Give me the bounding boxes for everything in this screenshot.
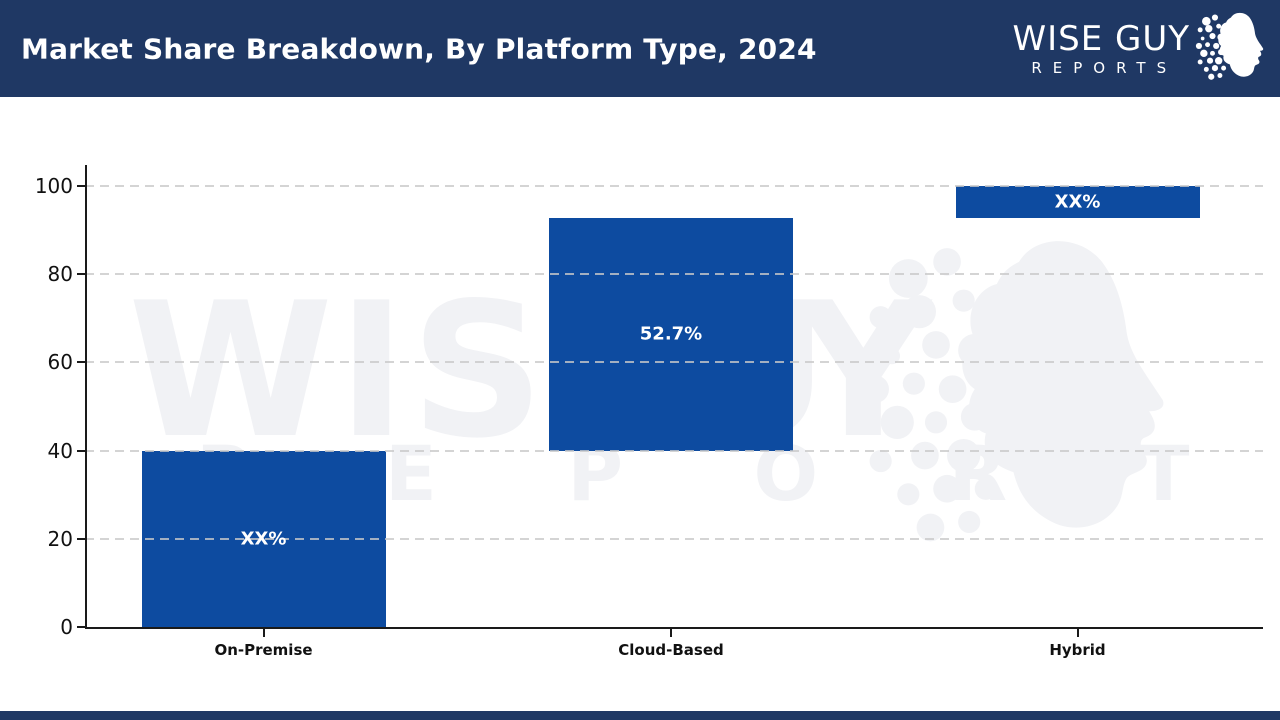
bar-value-label: 52.7%: [639, 323, 703, 345]
y-tick-label: 60: [47, 350, 73, 375]
gridline: [85, 185, 1263, 187]
y-tick: [77, 537, 85, 540]
y-tick: [77, 185, 85, 187]
y-tick-label: 80: [47, 262, 73, 287]
brand-logo-text: WISE GUY REPORTS: [1012, 21, 1190, 77]
y-tick: [77, 273, 85, 276]
x-tick: [262, 629, 265, 637]
x-axis-category-label: Cloud-Based: [618, 641, 724, 659]
chart-title: Market Share Breakdown, By Platform Type…: [21, 32, 817, 65]
y-tick-label: 0: [60, 615, 73, 639]
brand-name: WISE GUY: [1012, 19, 1190, 59]
y-tick-label: 100: [34, 174, 73, 198]
brand-face-icon: [1195, 12, 1264, 80]
brand-subname: REPORTS: [1031, 59, 1178, 77]
y-tick: [77, 626, 85, 628]
bar-value-label: XX%: [240, 528, 287, 550]
brand-logo: WISE GUY REPORTS: [1012, 5, 1268, 93]
bar-cloud-based: [549, 218, 793, 451]
gridline: [85, 273, 1263, 276]
y-tick: [77, 361, 85, 364]
x-axis-category-label: Hybrid: [1049, 641, 1106, 659]
header-bar: Market Share Breakdown, By Platform Type…: [0, 0, 1280, 97]
x-axis-line: [85, 627, 1263, 629]
gridline: [85, 537, 1263, 540]
bar-value-label: XX%: [1054, 191, 1101, 213]
x-axis-category-label: On-Premise: [214, 641, 313, 659]
gridline: [85, 449, 1263, 452]
x-tick: [670, 629, 672, 637]
y-tick: [77, 449, 85, 452]
bar-hybrid: [955, 186, 1200, 219]
y-tick-label: 20: [47, 526, 73, 551]
y-tick-label: 40: [47, 438, 73, 463]
footer-bar: [0, 711, 1280, 720]
gridline: [85, 361, 1263, 364]
x-tick: [1076, 629, 1079, 637]
y-axis-line: [85, 165, 87, 629]
